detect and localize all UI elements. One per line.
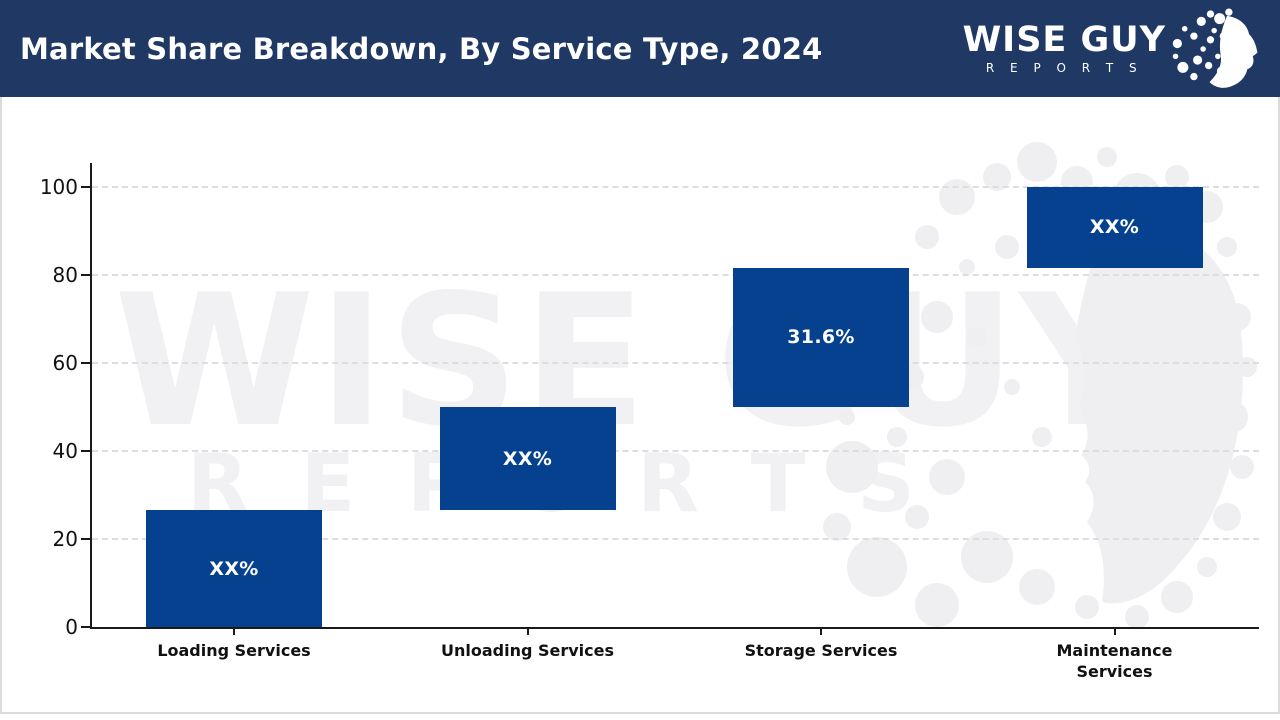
bar-value-label: XX%: [1089, 216, 1140, 239]
x-axis-category-label: Loading Services: [157, 641, 311, 660]
y-axis-tick: [81, 626, 90, 628]
y-axis-tick-label: 40: [52, 439, 78, 463]
x-axis-tick: [820, 629, 822, 635]
y-axis-tick: [81, 538, 90, 540]
gridline-y60: [92, 362, 1259, 364]
plot-area: 0 20 40 60 80 100 XX% XX% 31.6% XX% Loading Servic…: [40, 163, 1259, 681]
gridline-y100: [92, 186, 1259, 188]
x-axis-category-label: Unloading Services: [440, 641, 615, 660]
bar-segment: XX%: [1026, 187, 1203, 268]
y-axis-tick-label: 0: [65, 615, 78, 639]
header: Market Share Breakdown, By Service Type,…: [0, 0, 1280, 97]
gridline-y20: [92, 538, 1259, 540]
bar-value-label: XX%: [502, 447, 553, 470]
brand-logo: WISE GUY R E P O R T S: [963, 6, 1280, 92]
logo-wordmark-line1: WISE GUY: [962, 19, 1166, 60]
y-axis-tick: [81, 274, 90, 276]
y-axis-tick-label: 20: [52, 527, 78, 551]
y-axis-tick: [81, 362, 90, 364]
y-axis-tick-label: 100: [39, 175, 78, 199]
watermark-text-primary: WISE GUY: [114, 255, 1155, 467]
logo-wordmark: WISE GUY R E P O R T S: [962, 19, 1166, 75]
bar-segment: 31.6%: [733, 267, 909, 407]
bar-segment: XX%: [146, 510, 322, 627]
bar-value-label: XX%: [209, 557, 259, 580]
watermark-face-icon: [823, 142, 1257, 629]
x-axis-tick: [233, 629, 235, 635]
x-axis-category-label: Maintenance Services: [1056, 641, 1173, 681]
y-axis-tick-label: 80: [52, 263, 78, 287]
x-axis-tick: [1113, 629, 1116, 635]
y-axis-tick: [81, 450, 90, 452]
chart-title: Market Share Breakdown, By Service Type,…: [20, 31, 823, 66]
bar-segment: XX%: [439, 407, 616, 511]
x-axis-category-label: Storage Services: [744, 641, 898, 660]
logo-wordmark-line2: R E P O R T S: [985, 60, 1143, 75]
bar-value-label: 31.6%: [787, 326, 855, 349]
gridline-y80: [92, 274, 1259, 276]
y-axis-tick: [81, 186, 90, 188]
y-axis-tick-label: 60: [52, 351, 78, 375]
gridline-y40: [92, 450, 1259, 452]
logo-face-icon: [1172, 8, 1258, 88]
x-axis-tick: [526, 629, 529, 635]
